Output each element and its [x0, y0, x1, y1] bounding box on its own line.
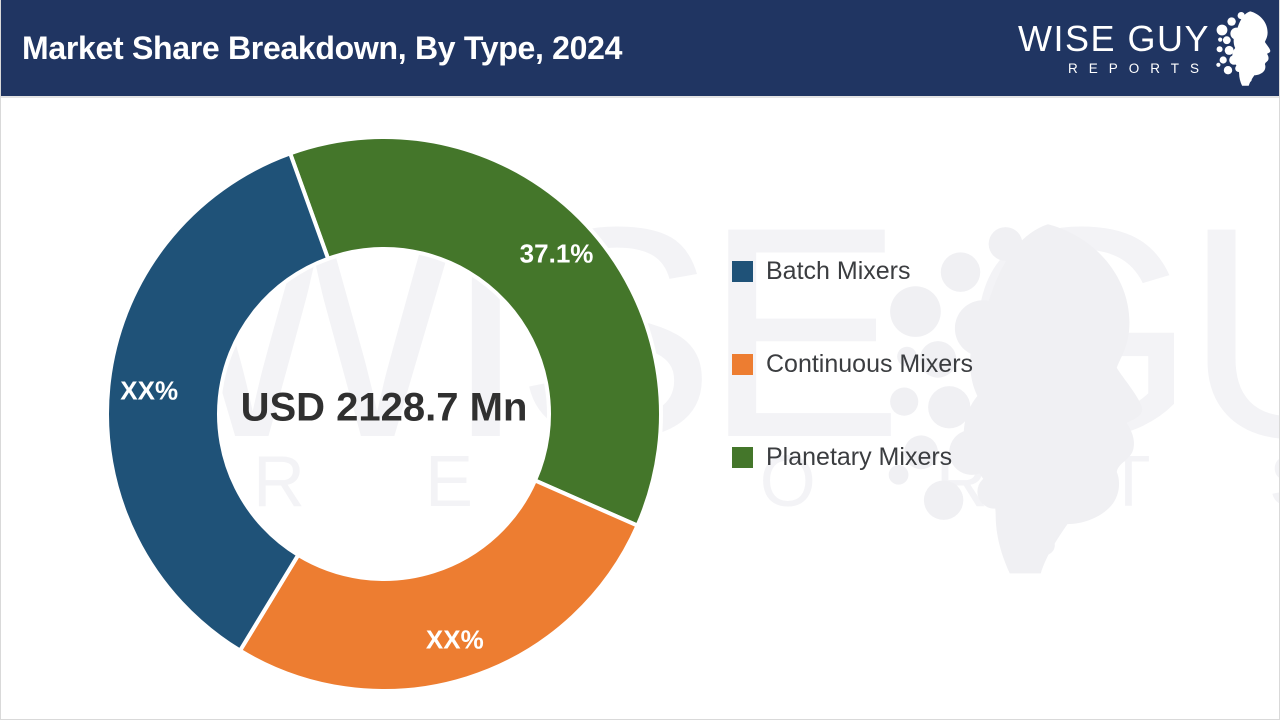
brand-logo-text: WISE GUY REPORTS [1017, 17, 1210, 76]
legend-label: Batch Mixers [766, 257, 911, 285]
legend-item-planetary-mixers: Planetary Mixers [732, 443, 973, 472]
legend-swatch-continuous-mixers [732, 354, 753, 375]
page-title: Market Share Breakdown, By Type, 2024 [22, 29, 623, 66]
chart-legend: Batch Mixers Continuous Mixers Planetary… [732, 257, 973, 472]
legend-item-batch-mixers: Batch Mixers [732, 257, 973, 286]
header-bar: Market Share Breakdown, By Type, 2024 WI… [1, 0, 1279, 98]
legend-label: Continuous Mixers [766, 350, 974, 378]
brand-subtitle: REPORTS [1067, 60, 1210, 76]
chart-center-value: USD 2128.7 Mn [240, 385, 528, 430]
donut-slice-batch-mixers [105, 151, 331, 653]
donut-slice-planetary-mixers [288, 135, 663, 528]
legend-label: Planetary Mixers [766, 443, 953, 471]
donut-slice-continuous-mixers [238, 478, 640, 693]
legend-swatch-batch-mixers [732, 261, 753, 282]
brand-logo: WISE GUY REPORTS [1018, 9, 1273, 87]
slice-label-batch-mixers: XX% [120, 376, 178, 406]
brand-head-icon [1213, 9, 1273, 87]
brand-name: WISE GUY [1017, 17, 1210, 59]
legend-swatch-planetary-mixers [732, 447, 753, 468]
legend-item-continuous-mixers: Continuous Mixers [732, 350, 973, 379]
slice-label-continuous-mixers: XX% [426, 624, 484, 654]
slice-label-planetary-mixers: 37.1% [520, 238, 594, 268]
